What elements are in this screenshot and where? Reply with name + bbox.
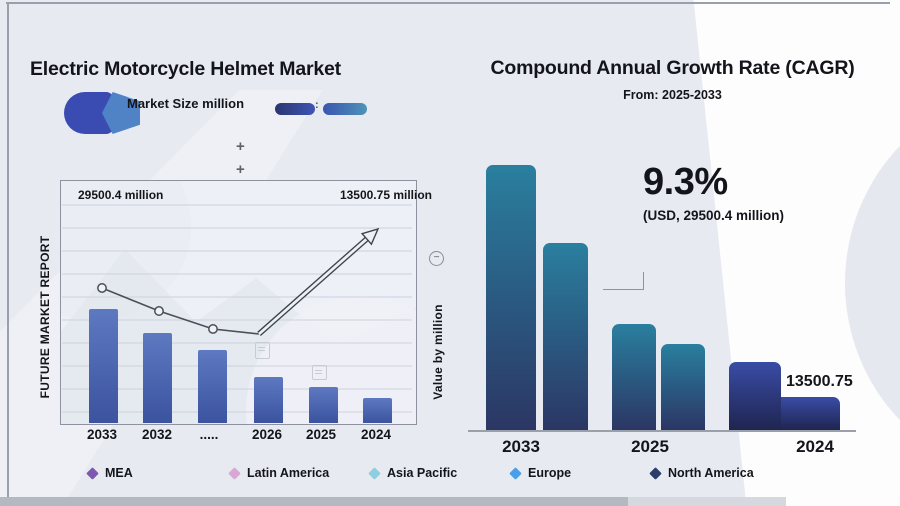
- value-annotation: 13500.75: [786, 373, 853, 390]
- legend-diamond-icon: [509, 467, 522, 480]
- x-label-2026: 2026: [251, 427, 283, 442]
- chart-gridlines: [62, 204, 412, 413]
- x-label-dots: .....: [199, 427, 219, 442]
- legend-diamond-icon: [228, 467, 241, 480]
- page-title: Electric Motorcycle Helmet Market: [30, 58, 341, 80]
- baseline-axis: [468, 430, 856, 432]
- frame-top-border: [6, 2, 890, 4]
- frame-left-border: [7, 2, 9, 506]
- cagr-chart-bar: [781, 397, 840, 430]
- bottom-strip: [0, 497, 628, 506]
- bottom-strip-light: [628, 497, 786, 506]
- left-chart-bar: [89, 309, 118, 423]
- left-chart-bar: [363, 398, 392, 423]
- legend-label: Europe: [528, 466, 572, 480]
- rx-label-2033: 2033: [502, 437, 540, 456]
- cagr-note: (USD, 29500.4 million): [643, 208, 785, 223]
- x-label-2024: 2024: [360, 427, 392, 442]
- left-chart-bar: [198, 350, 227, 423]
- cagr-bar-chart: [468, 160, 858, 432]
- legend-label: Asia Pacific: [387, 466, 458, 480]
- left-chart-bar: [143, 333, 172, 423]
- start-value-label: 29500.4 million: [78, 188, 164, 202]
- cagr-chart-bar: [612, 324, 656, 430]
- cagr-rate-value: 9.3%: [643, 161, 728, 203]
- rx-label-2025: 2025: [631, 437, 669, 456]
- cagr-chart-bar: [729, 362, 781, 430]
- left-axis-label: FUTURE MARKET REPORT: [38, 235, 52, 399]
- left-chart-bar: [309, 387, 338, 423]
- cagr-subtitle: From: 2025-2033: [623, 88, 722, 102]
- ratio-pill-right: [323, 103, 367, 115]
- market-size-label: Market Size million: [127, 96, 245, 111]
- rx-label-2024: 2024: [796, 437, 834, 456]
- x-label-2033: 2033: [86, 427, 118, 442]
- left-chart-bar: [254, 377, 283, 423]
- brand-logo-icon: [64, 92, 140, 134]
- value-axis-label: Value by million: [431, 304, 445, 400]
- plus-icon: +: [236, 161, 245, 178]
- circled-minus-icon: −: [429, 251, 444, 266]
- market-size-chart: [60, 180, 417, 425]
- step-bracket-icon: [603, 272, 644, 290]
- legend-label: MEA: [105, 466, 133, 480]
- trend-line-and-arrow: [97, 227, 380, 337]
- cagr-chart-bar: [543, 243, 588, 430]
- x-label-2032: 2032: [141, 427, 173, 442]
- cagr-chart-bar: [486, 165, 536, 430]
- legend-label: North America: [668, 466, 754, 480]
- cagr-chart-bar: [661, 344, 705, 430]
- cagr-title: Compound Annual Growth Rate (CAGR): [490, 57, 855, 79]
- ratio-separator: :: [315, 99, 319, 111]
- legend-label: Latin America: [247, 466, 330, 480]
- legend-diamond-icon: [368, 467, 381, 480]
- clipboard-sketch-icon: [255, 342, 270, 359]
- clipboard-sketch-icon: [312, 365, 327, 380]
- end-value-label: 13500.75 million: [339, 188, 432, 202]
- legend-diamond-icon: [86, 467, 99, 480]
- x-label-2025: 2025: [305, 427, 337, 442]
- plus-icon: +: [236, 138, 245, 155]
- ratio-pill-left: [275, 103, 315, 115]
- legend-diamond-icon: [649, 467, 662, 480]
